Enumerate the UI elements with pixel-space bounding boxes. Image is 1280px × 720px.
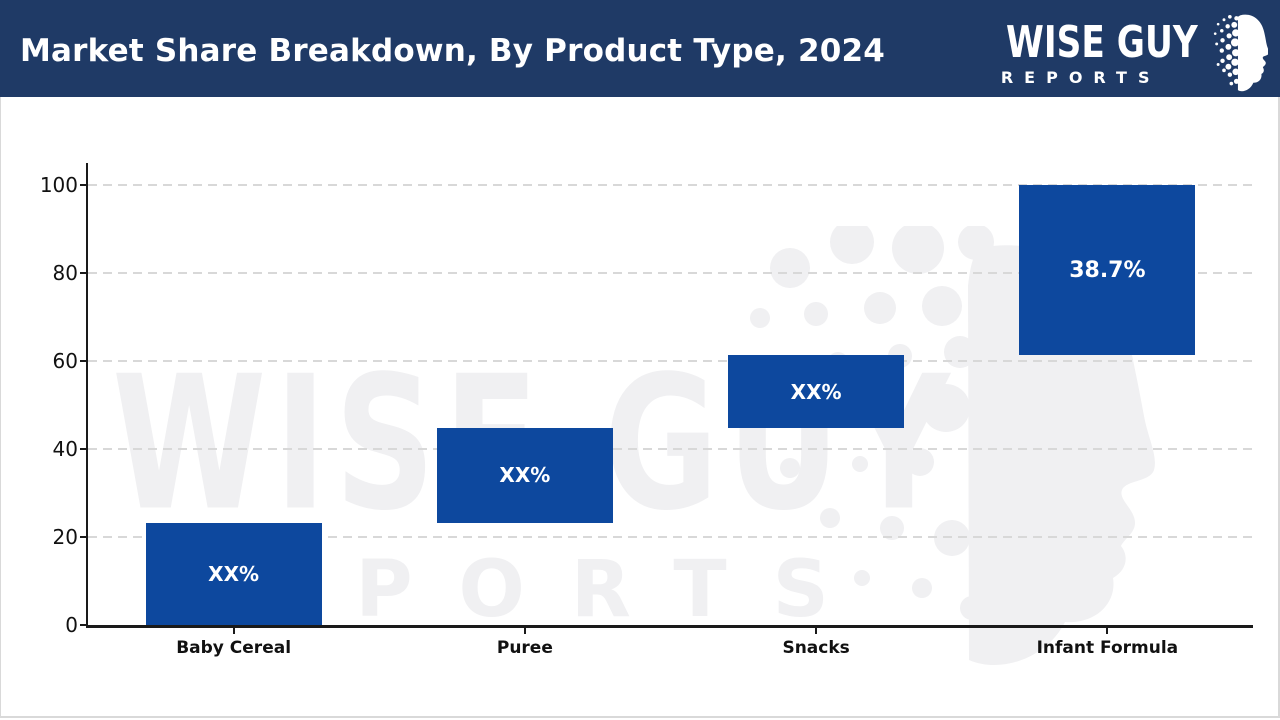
y-axis-tick-0 — [80, 624, 88, 626]
y-axis-tick-100 — [80, 184, 88, 186]
x-axis-tick-puree — [523, 628, 526, 634]
y-axis-tick-40 — [80, 448, 88, 450]
logo-wordmark: WISE GUY REPORTS — [952, 17, 1198, 88]
bar-snacks: XX% — [728, 355, 905, 428]
brand-logo: WISE GUY REPORTS — [1001, 6, 1268, 92]
bar-baby-cereal: XX% — [145, 522, 322, 625]
x-axis-tick-infant-formula — [1106, 628, 1109, 634]
gridline-80 — [88, 272, 1253, 274]
x-axis-tick-snacks — [815, 628, 818, 634]
y-tick-label-100: 100 — [39, 173, 78, 197]
page-title: Market Share Breakdown, By Product Type,… — [20, 33, 886, 69]
x-tick-label-snacks: Snacks — [782, 638, 850, 658]
bar-value-label-baby-cereal: XX% — [208, 561, 260, 586]
y-axis-tick-80 — [80, 272, 88, 274]
chart-canvas: WISE GUY REPORTS 0 20 40 60 80 100 XX% Baby Cer… — [0, 97, 1280, 720]
x-tick-label-infant-formula: Infant Formula — [1036, 638, 1179, 658]
bar-puree: XX% — [436, 427, 613, 523]
y-axis-tick-20 — [80, 536, 88, 538]
bar-value-label-puree: XX% — [499, 463, 551, 488]
y-axis-line — [86, 163, 88, 628]
bar-infant-formula: 38.7% — [1019, 185, 1196, 356]
logo-wordmark-main: WISE GUY — [1006, 17, 1198, 68]
y-tick-label-60: 60 — [52, 349, 78, 373]
y-tick-label-80: 80 — [52, 261, 78, 285]
x-axis-line — [86, 625, 1253, 628]
logo-wordmark-sub: REPORTS — [1000, 68, 1161, 87]
x-tick-label-puree: Puree — [496, 638, 553, 658]
logo-head-icon — [1213, 14, 1268, 92]
gridline-60 — [88, 360, 1253, 362]
gridline-100 — [88, 184, 1253, 186]
left-border-line — [0, 97, 1, 718]
x-tick-label-baby-cereal: Baby Cereal — [176, 638, 292, 658]
x-axis-tick-baby-cereal — [232, 628, 235, 634]
y-tick-label-0: 0 — [65, 613, 78, 637]
header-bar: Market Share Breakdown, By Product Type,… — [0, 0, 1280, 97]
bar-value-label-snacks: XX% — [790, 379, 842, 404]
y-axis-tick-60 — [80, 360, 88, 362]
gridline-40 — [88, 448, 1253, 450]
bar-value-label-infant-formula: 38.7% — [1069, 257, 1146, 283]
right-border-line — [1278, 97, 1280, 718]
gridline-20 — [88, 536, 1253, 538]
y-tick-label-40: 40 — [52, 437, 78, 461]
bottom-border-line — [0, 716, 1280, 718]
y-tick-label-20: 20 — [52, 525, 78, 549]
